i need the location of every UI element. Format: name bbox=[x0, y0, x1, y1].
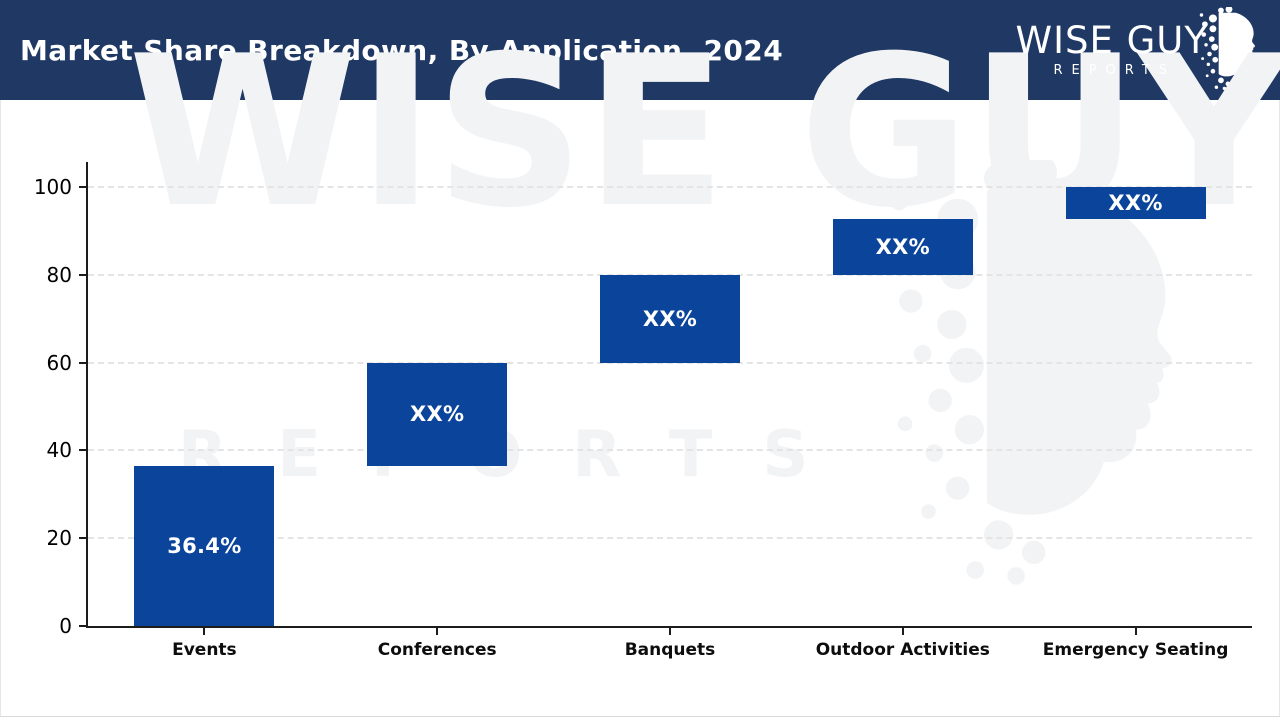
y-tick-60 bbox=[79, 361, 88, 364]
bar-events: 36.4% bbox=[134, 466, 275, 626]
x-category-label-2: Banquets bbox=[624, 640, 716, 660]
gridline-100 bbox=[88, 186, 1252, 188]
y-tick-80 bbox=[79, 273, 88, 276]
bar-value-label: XX% bbox=[1108, 191, 1163, 216]
page-edge-left bbox=[0, 100, 1, 717]
gridline-40 bbox=[88, 449, 1252, 452]
x-category-label-4: Emergency Seating bbox=[1042, 640, 1229, 660]
bar-emergency-seating: XX% bbox=[1065, 187, 1206, 220]
bar-value-label: 36.4% bbox=[167, 534, 242, 559]
y-tick-40 bbox=[79, 449, 88, 452]
x-category-label-3: Outdoor Activities bbox=[815, 640, 990, 660]
bar-outdoor-activities: XX% bbox=[832, 219, 973, 275]
header-bar: Market Share Breakdown, By Application, … bbox=[0, 0, 1280, 100]
x-category-label-1: Conferences bbox=[377, 640, 497, 660]
logo-subtitle: REPORTS bbox=[1053, 62, 1177, 78]
bar-value-label: XX% bbox=[875, 234, 930, 259]
y-tick-label-40: 40 bbox=[46, 438, 72, 463]
logo-name: WISE GUY bbox=[1015, 19, 1208, 63]
y-tick-100 bbox=[79, 186, 88, 188]
y-tick-20 bbox=[79, 537, 88, 540]
logo-text: WISE GUY REPORTS bbox=[1015, 19, 1208, 78]
gridline-20 bbox=[88, 537, 1252, 540]
bar-banquets: XX% bbox=[600, 274, 740, 363]
bar-value-label: XX% bbox=[410, 402, 465, 427]
logo-face-icon bbox=[1199, 7, 1255, 91]
x-category-label-0: Events bbox=[172, 640, 237, 660]
x-tick-2 bbox=[669, 628, 671, 635]
x-tick-1 bbox=[436, 628, 439, 635]
y-tick-label-100: 100 bbox=[33, 175, 72, 199]
y-tick-0 bbox=[79, 625, 88, 627]
gridline-60 bbox=[88, 361, 1252, 364]
x-tick-0 bbox=[203, 628, 206, 635]
y-tick-label-80: 80 bbox=[46, 262, 72, 287]
y-tick-label-0: 0 bbox=[59, 614, 72, 638]
bar-value-label: XX% bbox=[642, 306, 698, 331]
page-edge-bottom bbox=[0, 716, 1280, 717]
chart-area: WISE GUY REPORTS 0 20 40 60 80 100 36.4% Events… bbox=[0, 12, 1280, 720]
y-tick-label-60: 60 bbox=[46, 350, 72, 375]
x-tick-3 bbox=[901, 628, 904, 635]
page-title: Market Share Breakdown, By Application, … bbox=[20, 33, 784, 67]
bar-conferences: XX% bbox=[367, 362, 508, 467]
y-axis-line bbox=[86, 162, 88, 628]
x-axis-line bbox=[86, 626, 1252, 628]
x-tick-4 bbox=[1134, 628, 1137, 635]
wise-guy-logo: WISE GUY REPORTS bbox=[1016, 6, 1272, 94]
y-tick-label-20: 20 bbox=[46, 526, 72, 551]
watermark-subtext: REPORTS bbox=[178, 418, 859, 492]
